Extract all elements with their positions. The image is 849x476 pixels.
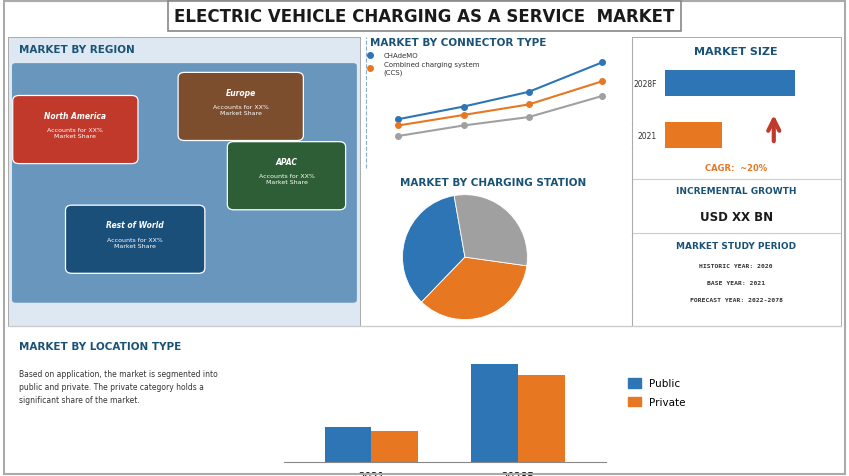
Text: BASE YEAR: 2021: BASE YEAR: 2021 — [707, 280, 765, 286]
Bar — [518, 376, 565, 462]
Text: Accounts for XX%
Market Share: Accounts for XX% Market Share — [48, 128, 104, 139]
Bar — [666, 71, 795, 97]
Text: USD XX BN: USD XX BN — [700, 210, 773, 223]
Text: 2028F: 2028F — [633, 79, 657, 89]
FancyBboxPatch shape — [65, 206, 205, 274]
Text: HISTORIC YEAR: 2020: HISTORIC YEAR: 2020 — [700, 263, 773, 268]
Text: CHAdeMO: CHAdeMO — [384, 53, 419, 59]
Text: FORECAST YEAR: 2022-2078: FORECAST YEAR: 2022-2078 — [689, 298, 783, 303]
FancyBboxPatch shape — [12, 64, 357, 303]
Text: Combined charging system
(CCS): Combined charging system (CCS) — [384, 61, 480, 76]
Bar — [324, 427, 371, 462]
Text: MARKET BY LOCATION TYPE: MARKET BY LOCATION TYPE — [19, 341, 181, 351]
Text: INCREMENTAL GROWTH: INCREMENTAL GROWTH — [676, 186, 796, 195]
FancyBboxPatch shape — [228, 142, 346, 210]
Wedge shape — [422, 258, 526, 320]
Text: CAGR:  ~20%: CAGR: ~20% — [706, 163, 767, 172]
Text: Accounts for XX%
Market Share: Accounts for XX% Market Share — [259, 174, 314, 185]
Text: Europe: Europe — [226, 89, 256, 98]
Text: MARKET BY REGION: MARKET BY REGION — [19, 45, 135, 55]
Text: MARKET STUDY PERIOD: MARKET STUDY PERIOD — [676, 241, 796, 250]
Legend: Public, Private: Public, Private — [624, 374, 690, 411]
Text: 2021: 2021 — [638, 131, 657, 140]
FancyBboxPatch shape — [178, 73, 303, 141]
Text: MARKET SIZE: MARKET SIZE — [694, 47, 778, 57]
Text: Accounts for XX%
Market Share: Accounts for XX% Market Share — [213, 105, 268, 116]
Legend: A.C Charging
Station, D.C Charging
Station, Inductive Charging
Station: A.C Charging Station, D.C Charging Stati… — [707, 242, 783, 290]
Text: APAC: APAC — [275, 158, 297, 167]
Wedge shape — [402, 196, 465, 302]
Wedge shape — [454, 195, 527, 266]
Text: Rest of World: Rest of World — [106, 221, 164, 230]
Text: North America: North America — [44, 111, 106, 120]
Text: Based on application, the market is segmented into
public and private. The priva: Based on application, the market is segm… — [19, 369, 217, 405]
Text: MARKET BY CHARGING STATION: MARKET BY CHARGING STATION — [400, 178, 587, 188]
Bar — [371, 431, 419, 462]
Bar — [666, 123, 722, 149]
FancyBboxPatch shape — [13, 96, 138, 164]
Text: MARKET BY CONNECTOR TYPE: MARKET BY CONNECTOR TYPE — [370, 38, 546, 48]
Text: ELECTRIC VEHICLE CHARGING AS A SERVICE  MARKET: ELECTRIC VEHICLE CHARGING AS A SERVICE M… — [174, 8, 675, 26]
Bar — [471, 364, 518, 462]
Text: Accounts for XX%
Market Share: Accounts for XX% Market Share — [107, 237, 163, 248]
